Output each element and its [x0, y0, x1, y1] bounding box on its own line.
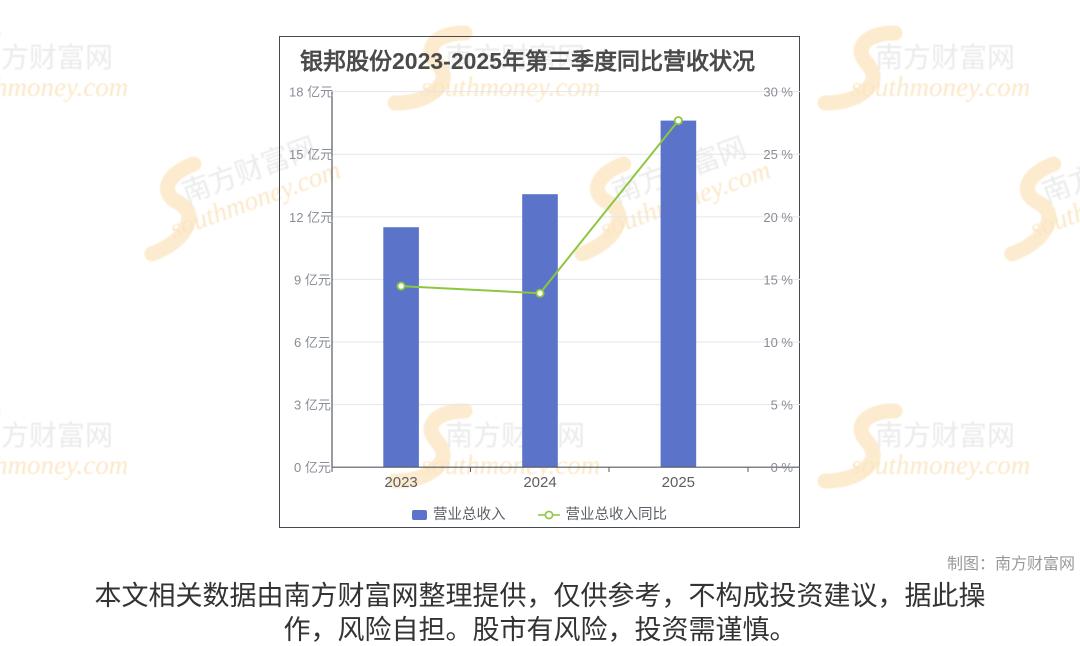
svg-text:9 亿元: 9 亿元 [294, 272, 331, 287]
svg-text:18 亿元: 18 亿元 [289, 85, 333, 100]
svg-text:6 亿元: 6 亿元 [294, 335, 331, 350]
svg-text:15 亿元: 15 亿元 [289, 147, 333, 162]
svg-text:0 亿元: 0 亿元 [294, 460, 331, 475]
svg-text:2023: 2023 [384, 474, 417, 491]
svg-text:25 %: 25 % [763, 147, 793, 162]
svg-text:20 %: 20 % [763, 210, 793, 225]
svg-text:15 %: 15 % [763, 272, 793, 287]
svg-text:12 亿元: 12 亿元 [289, 210, 333, 225]
svg-text:2024: 2024 [523, 474, 556, 491]
svg-text:2025: 2025 [662, 474, 695, 491]
svg-text:5 %: 5 % [771, 398, 794, 413]
svg-text:0 %: 0 % [771, 460, 794, 475]
svg-text:10 %: 10 % [763, 335, 793, 350]
svg-text:30 %: 30 % [763, 85, 793, 100]
svg-text:3 亿元: 3 亿元 [294, 398, 331, 413]
